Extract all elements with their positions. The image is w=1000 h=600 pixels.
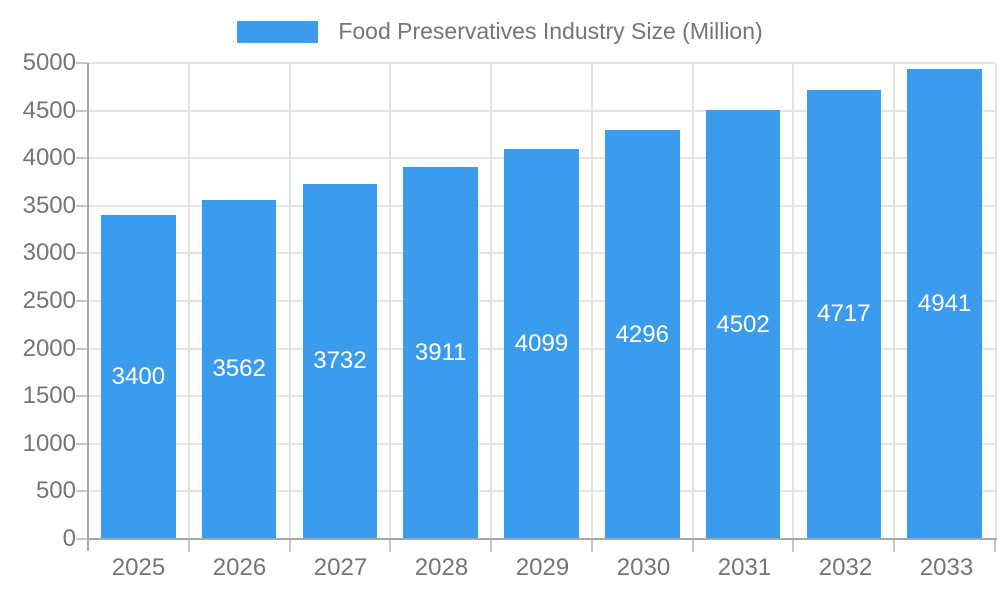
x-axis-line [87, 538, 997, 540]
x-gridline [691, 63, 694, 539]
bar: 4502 [705, 110, 781, 539]
y-tick-label: 1500 [22, 382, 76, 410]
bar: 3732 [302, 183, 378, 539]
x-tick-label: 2033 [919, 554, 974, 581]
bar: 3400 [101, 215, 176, 539]
bar-value-label: 4717 [817, 300, 871, 328]
x-tick-label: 2030 [616, 554, 671, 581]
x-axis-tick [691, 540, 694, 552]
y-tick-label: 500 [35, 477, 76, 505]
y-axis-tick [76, 252, 87, 255]
x-gridline [389, 63, 392, 539]
y-tick-label: 2500 [22, 287, 76, 314]
x-tick-label: 2026 [212, 554, 267, 581]
y-tick-label: 0 [62, 525, 76, 552]
bar-value-label: 4296 [615, 320, 669, 348]
bar: 4099 [504, 148, 579, 539]
y-axis-tick [76, 300, 87, 302]
legend-swatch[interactable] [237, 20, 319, 43]
x-gridline [490, 63, 493, 539]
x-axis-tick [590, 540, 593, 552]
y-axis-line [87, 63, 89, 551]
y-axis-tick [76, 490, 87, 493]
y-axis-tick [76, 538, 87, 540]
y-axis-tick [76, 395, 87, 398]
bar-value-label: 3732 [313, 347, 367, 375]
y-tick-label: 1000 [22, 429, 76, 457]
y-axis-tick [76, 204, 87, 207]
x-tick-label: 2029 [515, 554, 570, 581]
y-axis-tick [76, 109, 87, 112]
y-tick-label: 5000 [22, 49, 76, 76]
bar: 4941 [907, 68, 982, 539]
y-tick-label: 4000 [22, 144, 76, 172]
bar-value-label: 4502 [716, 310, 770, 338]
plot-area: 3400 3562 3732 3911 4099 4296 4502 4717 4941 [76, 62, 997, 552]
bar-value-label: 3911 [414, 338, 467, 366]
bar: 3562 [201, 199, 277, 539]
bar-value-label: 4099 [514, 329, 569, 357]
y-tick-label: 3500 [22, 191, 76, 219]
bar: 3911 [403, 166, 478, 539]
x-gridline [893, 63, 896, 539]
y-axis-tick [76, 62, 87, 64]
bar-value-label: 3562 [212, 355, 266, 383]
x-axis-tick [893, 540, 896, 552]
x-gridline [792, 63, 795, 539]
x-gridline [187, 63, 190, 539]
x-axis-tick [389, 540, 392, 552]
x-gridline [288, 63, 291, 539]
x-axis-tick [288, 540, 291, 552]
bar: 4296 [604, 130, 680, 539]
x-axis-tick [792, 540, 795, 552]
bar-value-label: 3400 [111, 363, 166, 391]
y-gridline [88, 62, 995, 64]
y-axis-tick [76, 157, 87, 160]
y-tick-label: 3000 [22, 239, 76, 267]
y-tick-label: 2000 [22, 334, 76, 362]
x-axis-tick [187, 540, 190, 552]
x-tick-label: 2032 [818, 554, 873, 581]
y-gridline [88, 109, 995, 112]
x-axis-tick [994, 540, 996, 552]
x-axis-tick [490, 540, 493, 552]
x-gridline [590, 63, 593, 539]
x-axis-labels: 2025 2026 2027 2028 2029 2030 2031 2032 2033 [88, 556, 997, 586]
legend[interactable]: Food Preservatives Industry Size (Millio… [0, 18, 1000, 45]
y-axis-labels: 0 500 1000 1500 2000 2500 3000 3500 4000 4500 5000 [0, 51, 76, 551]
bar: 4717 [806, 89, 882, 539]
x-tick-label: 2027 [313, 554, 368, 581]
x-tick-label: 2028 [414, 554, 469, 581]
x-tick-label: 2031 [717, 554, 772, 581]
bar-value-label: 4941 [917, 289, 972, 317]
y-axis-tick [76, 347, 87, 350]
legend-label[interactable]: Food Preservatives Industry Size (Millio… [338, 18, 763, 44]
y-axis-tick [76, 442, 87, 445]
y-tick-label: 4500 [22, 96, 76, 124]
x-tick-label: 2025 [111, 554, 166, 581]
